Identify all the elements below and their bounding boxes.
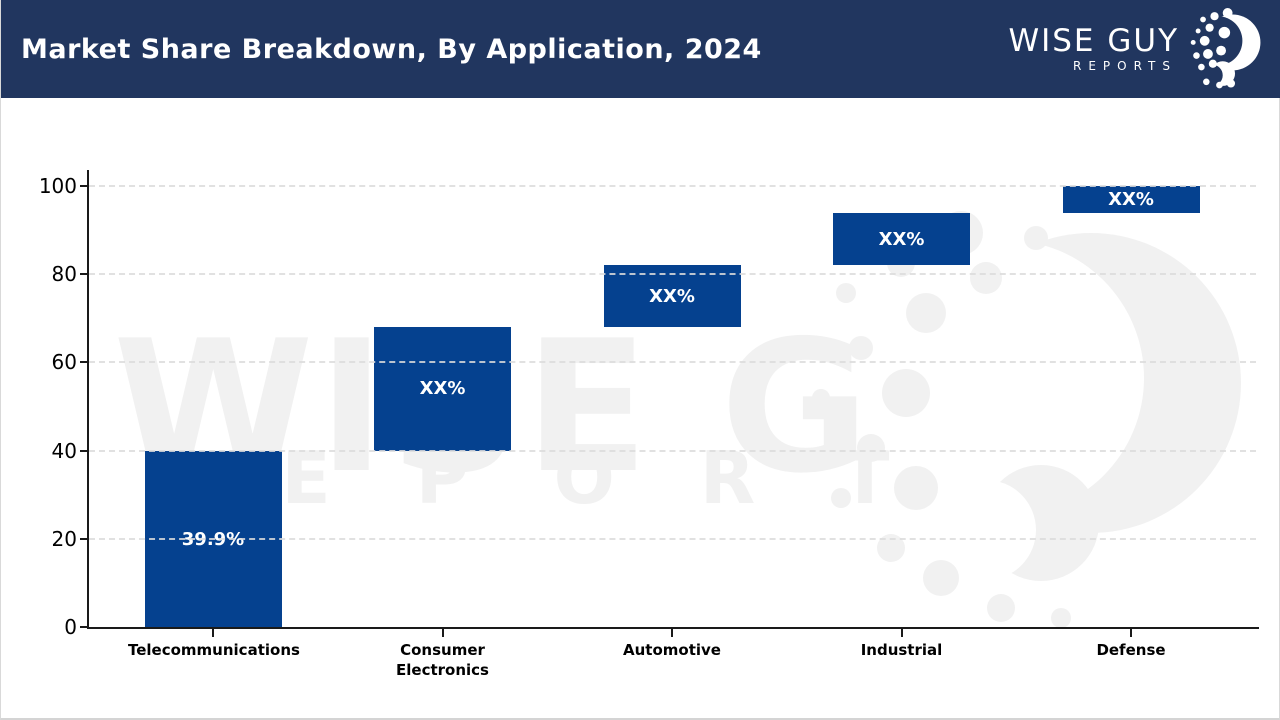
- bar-value-label: XX%: [1108, 189, 1154, 211]
- category-label-2: Automotive: [623, 641, 721, 659]
- waterfall-chart: WISE GUY R E P O R T S: [1, 98, 1280, 718]
- x-axis-line: [87, 627, 1259, 629]
- category-label-3: Industrial: [860, 641, 943, 659]
- x-tick-2: [671, 629, 673, 637]
- gridline-20: [89, 537, 1256, 540]
- y-tick-20: [80, 537, 88, 540]
- y-tick-label-20: 20: [51, 526, 77, 551]
- bar-defense: XX%: [1062, 186, 1200, 214]
- gridline-80: [89, 273, 1256, 276]
- x-tick-4: [1130, 629, 1132, 637]
- category-label-4: Defense: [1096, 641, 1166, 659]
- y-tick-label-40: 40: [51, 438, 77, 463]
- bar-consumer-electronics: XX%: [374, 327, 511, 451]
- y-tick-100: [80, 185, 88, 187]
- y-tick-label-80: 80: [51, 262, 77, 287]
- y-tick-80: [80, 273, 88, 276]
- dotted-head-icon: [1190, 8, 1261, 89]
- y-tick-60: [80, 361, 88, 364]
- bar-value-label: XX%: [649, 285, 695, 307]
- y-tick-40: [80, 449, 88, 452]
- gridline-100: [89, 185, 1256, 187]
- bar-value-label: XX%: [878, 228, 925, 250]
- y-axis-line: [87, 170, 89, 628]
- gridline-60: [89, 361, 1256, 364]
- y-tick-label-100: 100: [38, 174, 77, 198]
- y-tick-label-0: 0: [64, 615, 77, 639]
- wiseguy-logo: WISE GUY REPORTS: [1008, 8, 1267, 90]
- x-tick-3: [900, 629, 903, 637]
- logo-wordmark-main: WISE GUY: [1008, 23, 1179, 59]
- x-tick-1: [441, 629, 444, 637]
- header: Market Share Breakdown, By Application, …: [1, 0, 1280, 98]
- y-tick-label-60: 60: [51, 350, 77, 375]
- page-title: Market Share Breakdown, By Application, …: [21, 33, 762, 65]
- x-tick-0: [212, 629, 214, 637]
- bar-automotive: XX%: [603, 265, 741, 328]
- bar-industrial: XX%: [833, 213, 970, 266]
- logo-wordmark: WISE GUY REPORTS: [1008, 25, 1179, 73]
- y-tick-0: [80, 626, 88, 628]
- gridline-40: [89, 449, 1256, 452]
- bar-value-label: XX%: [419, 378, 466, 400]
- category-label-0: Telecommunications: [128, 641, 300, 659]
- logo-wordmark-sub: REPORTS: [1072, 59, 1177, 73]
- category-label-1: Consumer Electronics: [396, 641, 489, 679]
